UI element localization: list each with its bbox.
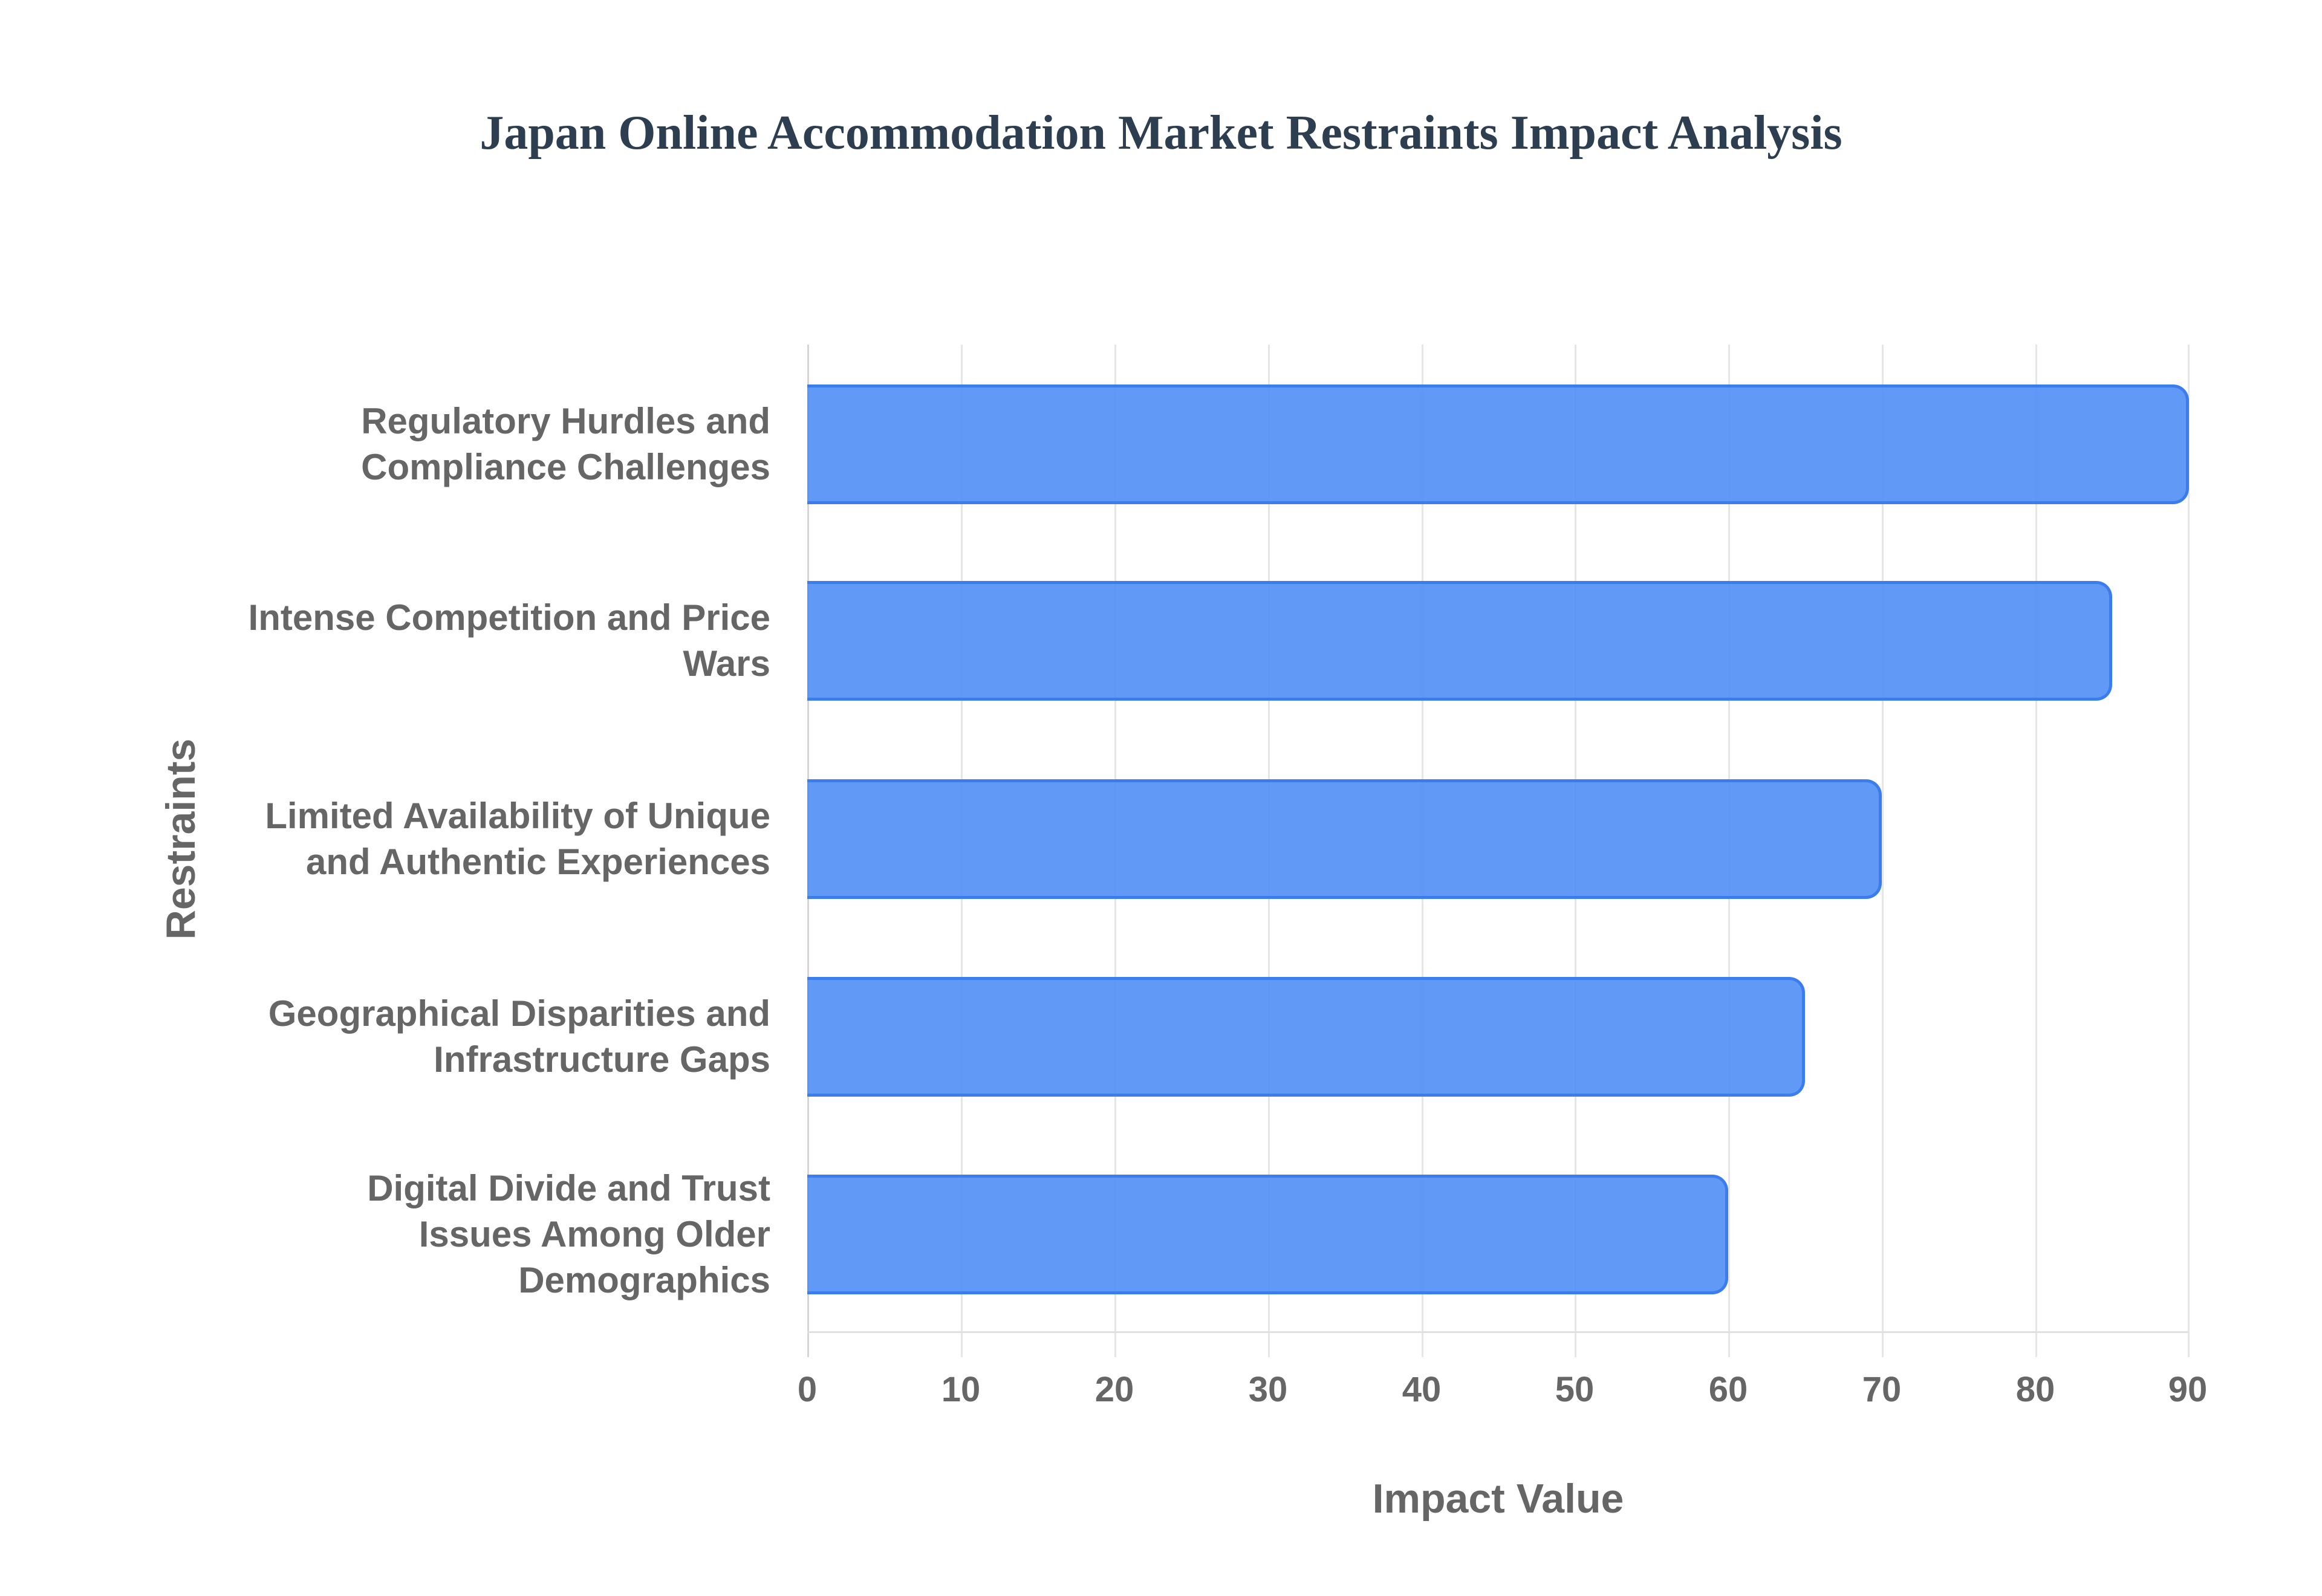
category-label: Geographical Disparities and Infrastruct… bbox=[268, 993, 770, 1080]
gridline bbox=[1882, 345, 1884, 1357]
bar[interactable] bbox=[807, 1175, 1729, 1294]
chart-title: Japan Online Accommodation Market Restra… bbox=[480, 106, 1842, 160]
x-tick-label: 0 bbox=[797, 1370, 818, 1409]
x-tick-label: 90 bbox=[2168, 1370, 2208, 1409]
x-tick-label: 10 bbox=[941, 1370, 981, 1409]
x-tick-label: 60 bbox=[1708, 1370, 1748, 1409]
x-axis-line bbox=[807, 1331, 2189, 1333]
x-tick-label: 30 bbox=[1248, 1370, 1288, 1409]
x-tick-label: 80 bbox=[2015, 1370, 2055, 1409]
category-label: Regulatory Hurdles and Compliance Challe… bbox=[361, 401, 770, 487]
x-tick-label: 50 bbox=[1555, 1370, 1595, 1409]
category-label: Digital Divide and Trust Issues Among Ol… bbox=[367, 1168, 770, 1300]
category-label: Limited Availability of Unique and Authe… bbox=[265, 796, 770, 882]
bar[interactable] bbox=[807, 977, 1806, 1097]
bar[interactable] bbox=[807, 581, 2113, 701]
gridline bbox=[2188, 345, 2190, 1357]
plot-area bbox=[807, 345, 2190, 1357]
x-tick-label: 20 bbox=[1094, 1370, 1134, 1409]
gridline bbox=[2035, 345, 2037, 1357]
x-axis-title: Impact Value bbox=[1372, 1476, 1624, 1522]
bar[interactable] bbox=[807, 779, 1882, 899]
category-label: Intense Competition and Price Wars bbox=[248, 597, 770, 684]
x-tick-label: 70 bbox=[1862, 1370, 1902, 1409]
bar[interactable] bbox=[807, 384, 2189, 504]
x-tick-label: 40 bbox=[1402, 1370, 1442, 1409]
